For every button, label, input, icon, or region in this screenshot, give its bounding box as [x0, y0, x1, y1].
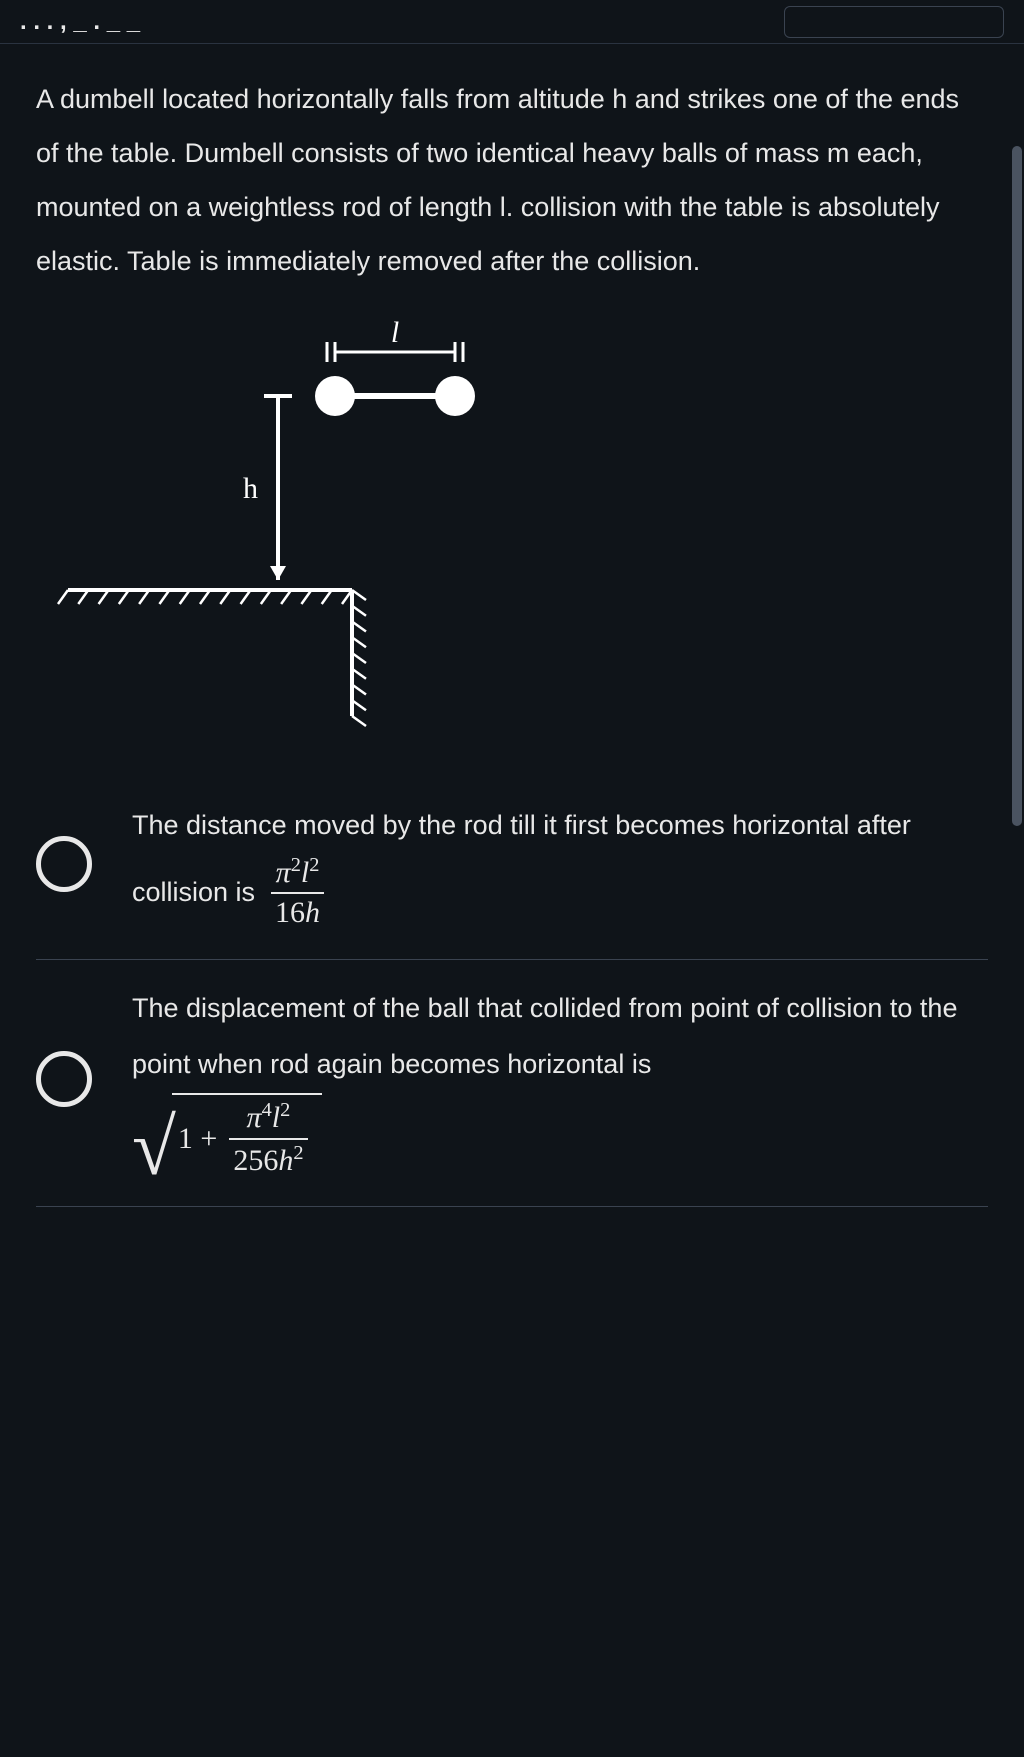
option-a-text: The distance moved by the rod till it fi… — [132, 797, 911, 854]
option-a-mathline: collision is π2l2 16h — [132, 854, 911, 931]
option-b[interactable]: The displacement of the ball that collid… — [36, 960, 988, 1207]
svg-text:h: h — [243, 472, 258, 505]
option-a[interactable]: The distance moved by the rod till it fi… — [36, 777, 988, 960]
topbar: . . . , _ . _ _ — [0, 0, 1024, 44]
option-a-body: The distance moved by the rod till it fi… — [132, 797, 911, 931]
option-b-body: The displacement of the ball that collid… — [132, 980, 957, 1178]
physics-diagram: lh — [50, 312, 490, 732]
radio-a[interactable] — [36, 836, 92, 892]
option-b-prefix: point when rod again becomes horizontal … — [132, 1036, 957, 1093]
radio-b[interactable] — [36, 1051, 92, 1107]
topbar-right-box[interactable] — [784, 6, 1004, 38]
scrollbar-track[interactable] — [1010, 46, 1024, 1757]
svg-text:l: l — [391, 316, 399, 349]
option-a-fraction: π2l2 16h — [271, 854, 324, 931]
option-b-text: The displacement of the ball that collid… — [132, 980, 957, 1037]
option-a-prefix: collision is — [132, 864, 255, 921]
question-text: A dumbell located horizontally falls fro… — [36, 72, 988, 288]
scrollbar-thumb[interactable] — [1012, 146, 1022, 826]
options-list: The distance moved by the rod till it fi… — [36, 777, 988, 1207]
option-b-mathline: √ 1 + π4l2 256h2 — [132, 1093, 957, 1178]
topbar-left-fragment: . . . , _ . _ _ — [20, 8, 140, 36]
content-area: A dumbell located horizontally falls fro… — [0, 44, 1024, 1207]
option-b-sqrt: √ 1 + π4l2 256h2 — [132, 1093, 322, 1178]
